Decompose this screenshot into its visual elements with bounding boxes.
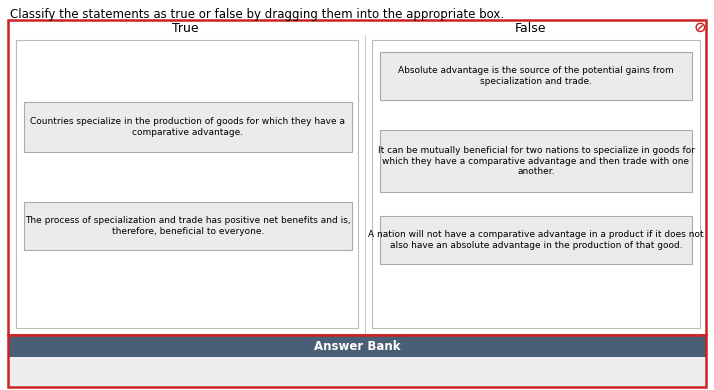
FancyBboxPatch shape <box>24 102 352 152</box>
FancyBboxPatch shape <box>16 40 358 328</box>
Text: Absolute advantage is the source of the potential gains from
specialization and : Absolute advantage is the source of the … <box>398 66 674 86</box>
Text: False: False <box>514 22 545 35</box>
Text: A nation will not have a comparative advantage in a product if it does not
also : A nation will not have a comparative adv… <box>368 230 704 250</box>
Text: True: True <box>171 22 198 35</box>
FancyBboxPatch shape <box>380 216 692 264</box>
Text: It can be mutually beneficial for two nations to specialize in goods for
which t: It can be mutually beneficial for two na… <box>378 146 695 176</box>
FancyBboxPatch shape <box>8 20 706 335</box>
Text: ⊘: ⊘ <box>693 20 706 35</box>
Text: Classify the statements as true or false by dragging them into the appropriate b: Classify the statements as true or false… <box>10 8 504 21</box>
FancyBboxPatch shape <box>380 52 692 100</box>
Text: The process of specialization and trade has positive net benefits and is,
theref: The process of specialization and trade … <box>25 216 351 236</box>
FancyBboxPatch shape <box>8 335 706 357</box>
FancyBboxPatch shape <box>372 40 700 328</box>
FancyBboxPatch shape <box>380 130 692 192</box>
Text: Answer Bank: Answer Bank <box>313 340 401 353</box>
Text: Countries specialize in the production of goods for which they have a
comparativ: Countries specialize in the production o… <box>31 117 346 137</box>
FancyBboxPatch shape <box>8 357 706 387</box>
FancyBboxPatch shape <box>24 202 352 250</box>
